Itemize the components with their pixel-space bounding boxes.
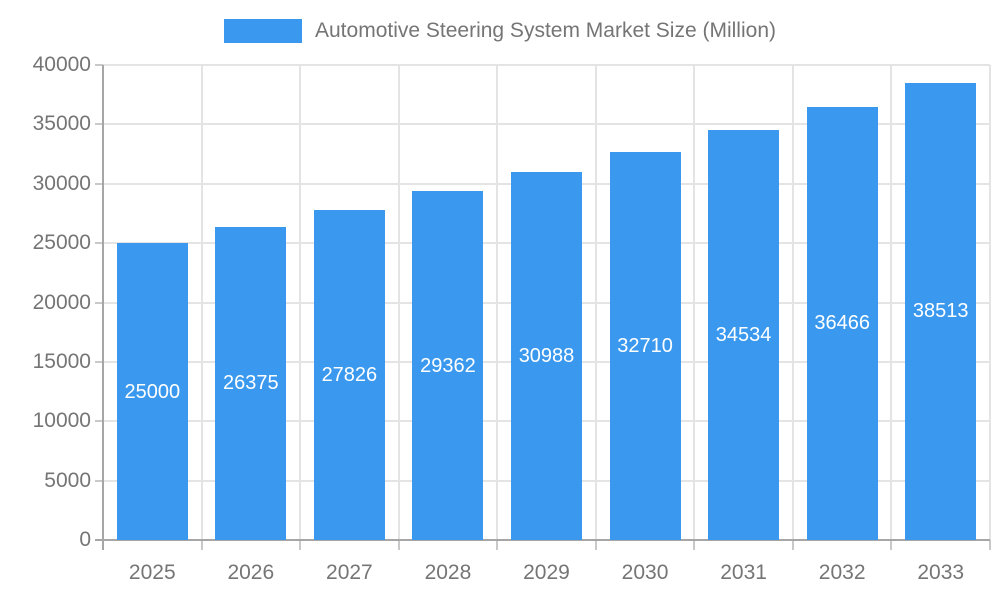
x-axis-tick [693, 540, 696, 550]
bar [511, 172, 582, 540]
bar [313, 209, 385, 540]
bar-value-label: 38513 [912, 300, 969, 323]
bar [116, 243, 188, 540]
x-tick-label: 2028 [424, 561, 472, 584]
x-tick-label: 2027 [326, 561, 373, 584]
legend: Automotive Steering System Market Size (… [0, 14, 1000, 48]
gridline-vertical [989, 65, 991, 540]
bar-value-label: 29362 [420, 354, 476, 377]
x-tick-label: 2029 [523, 561, 570, 584]
y-axis-tick [95, 123, 103, 126]
chart-title: Automotive Steering System Market Size (… [315, 19, 776, 42]
gridline-vertical [594, 65, 597, 540]
bar-value-label: 36466 [814, 312, 870, 335]
bar-value-label: 27826 [321, 363, 378, 386]
gridline-vertical [791, 65, 794, 540]
bar [412, 191, 484, 540]
y-tick-label: 5000 [44, 468, 91, 492]
bar-value-label: 25000 [124, 380, 181, 403]
bar [905, 82, 977, 540]
y-tick-label: 0 [79, 528, 91, 551]
y-tick-label: 30000 [32, 171, 91, 195]
x-axis-line [95, 539, 990, 541]
gridline-vertical [496, 65, 499, 540]
y-tick-label: 25000 [32, 231, 91, 255]
x-axis-tick [791, 540, 794, 550]
y-axis-tick [95, 479, 103, 482]
bar-value-label: 34534 [715, 323, 772, 346]
y-tick-label: 20000 [32, 290, 91, 314]
gridline-vertical [693, 65, 696, 540]
y-axis-tick [95, 182, 103, 185]
bar [609, 151, 681, 540]
x-axis-tick [989, 540, 991, 550]
x-axis-tick [200, 540, 203, 550]
bar-value-label: 30988 [518, 345, 575, 367]
gridline-vertical [299, 65, 302, 540]
x-tick-label: 2032 [818, 561, 866, 584]
legend-swatch [224, 19, 302, 43]
y-axis-tick [95, 301, 103, 304]
y-axis-line [102, 65, 104, 550]
y-axis-tick [95, 242, 103, 245]
y-axis-tick [95, 64, 103, 66]
y-axis-tick [95, 420, 103, 423]
x-axis-tick [397, 540, 400, 550]
x-tick-label: 2030 [621, 561, 669, 584]
x-axis-tick [299, 540, 302, 550]
gridline-vertical [397, 65, 400, 540]
y-tick-label: 15000 [32, 349, 91, 373]
bar [708, 129, 780, 540]
gridline-vertical [890, 65, 893, 540]
y-tick-label: 10000 [32, 409, 91, 433]
x-tick-label: 2025 [128, 561, 176, 584]
gridline-horizontal [103, 64, 990, 66]
x-axis-tick [496, 540, 499, 550]
bar [806, 106, 878, 540]
x-tick-label: 2026 [227, 561, 275, 584]
x-axis-tick [890, 540, 893, 550]
gridline-vertical [200, 65, 203, 540]
x-tick-label: 2033 [917, 561, 965, 584]
y-tick-label: 40000 [32, 53, 91, 76]
y-tick-label: 35000 [32, 112, 91, 136]
bar [215, 226, 287, 540]
gridline-horizontal [103, 123, 990, 126]
bar-value-label: 26375 [223, 372, 279, 395]
x-axis-tick [594, 540, 597, 550]
bar-value-label: 32710 [617, 334, 673, 357]
x-tick-label: 2031 [720, 561, 767, 584]
y-axis-tick [95, 360, 103, 363]
